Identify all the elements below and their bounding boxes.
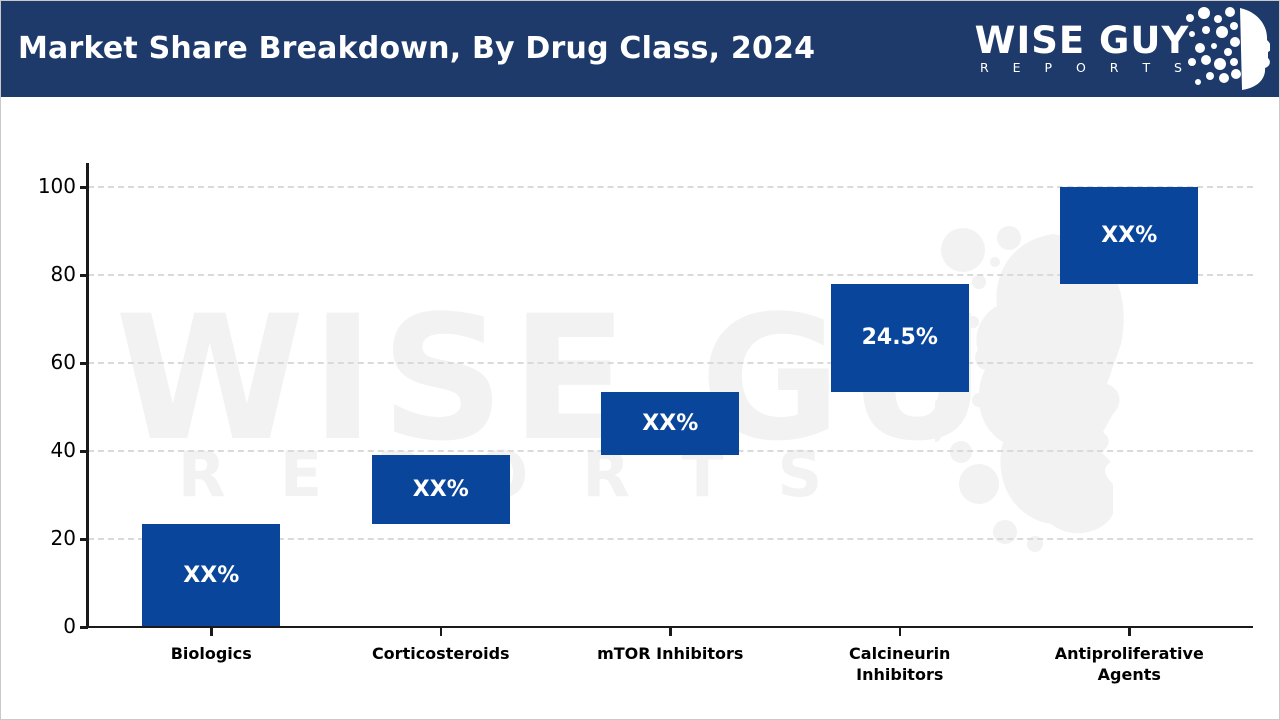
bar-calcineurin-inhibitors: 24.5%	[830, 283, 969, 392]
y-tick-label: 100	[37, 174, 76, 198]
x-category-label: mTOR Inhibitors	[555, 643, 785, 664]
header-bar: Market Share Breakdown, By Drug Class, 2…	[0, 0, 1280, 97]
bar-value-label: XX%	[412, 476, 469, 502]
x-tick-mark	[669, 628, 672, 636]
logo-text: WISE GUY R E P O R T S	[972, 22, 1192, 75]
gridline-100	[88, 186, 1253, 188]
gridline-60	[88, 362, 1253, 364]
x-category-label-line: Biologics	[170, 644, 252, 663]
y-tick-mark	[80, 450, 88, 453]
y-tick-mark	[80, 274, 88, 277]
x-category-label-line: Corticosteroids	[371, 644, 510, 663]
wise-guy-reports-logo: WISE GUY R E P O R T S	[972, 4, 1280, 94]
x-category-label-line: Antiproliferative	[1054, 644, 1204, 663]
y-tick-label: 20	[50, 526, 76, 550]
page-title: Market Share Breakdown, By Drug Class, 2…	[18, 31, 816, 66]
x-tick-mark	[439, 628, 442, 636]
x-category-label: Corticosteroids	[326, 643, 556, 664]
gridline-20	[88, 538, 1253, 540]
x-category-label-line: mTOR Inhibitors	[597, 644, 744, 663]
x-category-label-line: Agents	[1097, 665, 1161, 684]
logo-wiseguy-label: WISE GUY	[974, 19, 1190, 63]
y-tick-mark	[80, 186, 88, 189]
y-tick-mark	[80, 362, 88, 365]
bar-mtor-inhibitors: XX%	[601, 391, 740, 455]
y-tick-label: 60	[50, 350, 76, 374]
bar-value-label: XX%	[1101, 222, 1158, 248]
x-category-label-line: Inhibitors	[856, 665, 944, 684]
bar-antiproliferative-agents: XX%	[1060, 187, 1199, 284]
logo-head-icon	[1186, 6, 1270, 90]
y-tick-mark	[80, 538, 88, 541]
logo-reports-label: R E P O R T S	[979, 60, 1192, 76]
x-category-label: Calcineurin Inhibitors	[785, 643, 1015, 685]
y-tick-label: 80	[50, 262, 76, 286]
x-tick-mark	[210, 628, 213, 636]
gridline-80	[88, 274, 1253, 276]
x-category-label: Biologics	[96, 643, 326, 664]
x-tick-mark	[1128, 628, 1131, 636]
x-axis-line	[86, 625, 1253, 628]
bar-value-label: XX%	[183, 562, 240, 588]
x-category-label-line: Calcineurin	[849, 644, 951, 663]
x-category-label: Antiproliferative Agents	[1014, 643, 1244, 685]
y-axis-line	[86, 163, 89, 627]
x-tick-mark	[898, 628, 901, 636]
bar-value-label: XX%	[642, 410, 699, 436]
bar-biologics: XX%	[142, 523, 281, 627]
bar-value-label: 24.5%	[861, 325, 938, 351]
y-tick-mark	[80, 626, 88, 629]
bar-corticosteroids: XX%	[371, 454, 510, 524]
y-tick-label: 0	[63, 614, 76, 638]
y-tick-label: 40	[50, 438, 76, 462]
